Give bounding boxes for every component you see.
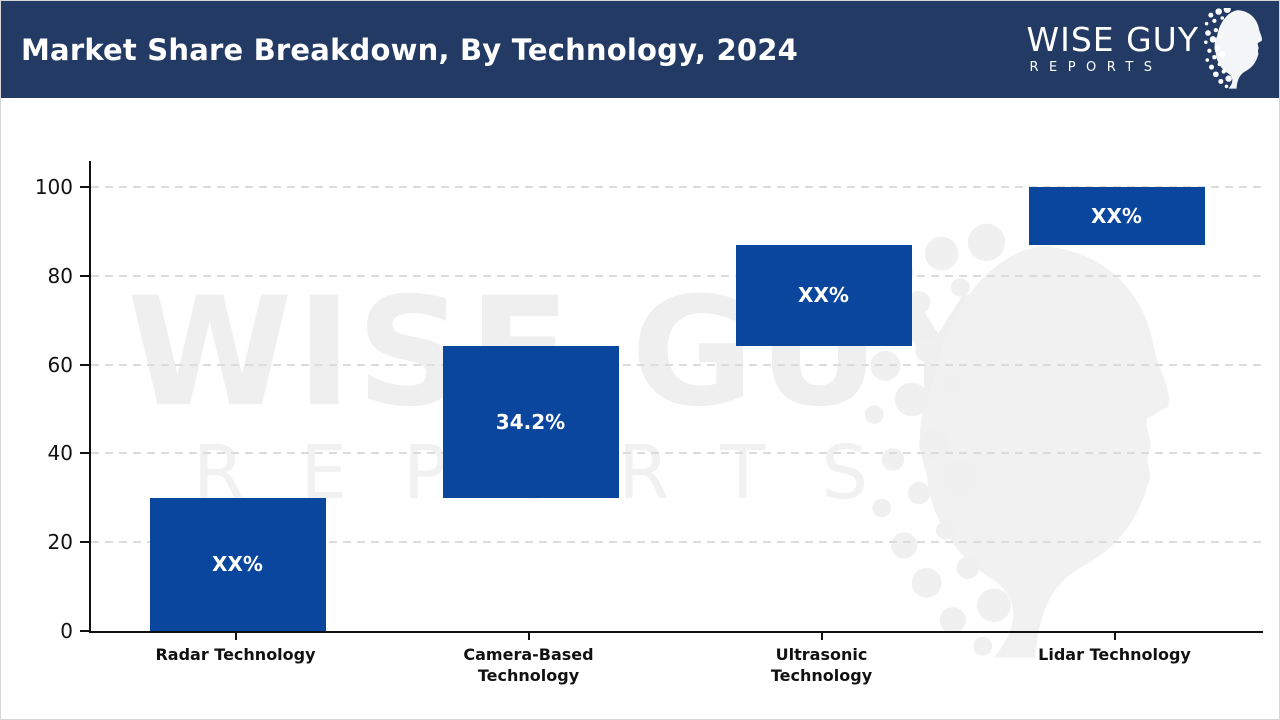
brand-logo: WISE GUY REPORTS <box>1026 8 1265 90</box>
y-tick-mark <box>80 363 89 366</box>
x-category-label: Camera-Based Technology <box>463 645 594 685</box>
y-tick-label: 20 <box>47 530 73 555</box>
bar-value-label: XX% <box>212 552 263 577</box>
y-tick-label: 40 <box>47 441 73 466</box>
gridline <box>91 541 1263 544</box>
y-tick-mark <box>80 186 89 188</box>
x-tick-mark <box>1113 633 1116 640</box>
page-title: Market Share Breakdown, By Technology, 2… <box>21 32 799 67</box>
bar-value-label: XX% <box>1091 203 1142 228</box>
x-tick-mark <box>820 633 823 640</box>
y-tick-mark <box>80 452 89 455</box>
bar-value-label: XX% <box>798 283 849 308</box>
gridline <box>91 452 1263 455</box>
x-category-label: Lidar Technology <box>1038 645 1191 664</box>
brand-wordmark: WISE GUY REPORTS <box>1026 19 1199 76</box>
y-tick-label: 0 <box>60 619 73 643</box>
y-tick-label: 100 <box>34 175 73 199</box>
bar-radar-technology: XX% <box>149 497 326 631</box>
bar-camera-based-technology: 34.2% <box>442 345 619 498</box>
y-tick-mark <box>80 630 89 632</box>
y-tick-mark <box>80 541 89 544</box>
bar-ultrasonic-technology: XX% <box>735 244 912 346</box>
chart-area: WISE GUY REPORTS XX%34.2%XX%XX% 02040608… <box>1 98 1279 719</box>
brand-subtext: REPORTS <box>1029 60 1163 76</box>
y-tick-label: 60 <box>47 352 73 377</box>
gridline <box>91 186 1263 188</box>
brand-name: WISE GUY <box>1026 19 1199 59</box>
header: Market Share Breakdown, By Technology, 2… <box>1 1 1279 98</box>
plot-area: XX% 34.2% XX% XX% <box>89 161 1263 633</box>
bar-lidar-technology: XX% <box>1028 187 1205 245</box>
x-category-label: Ultrasonic Technology <box>770 645 873 685</box>
x-category-label: Radar Technology <box>155 645 316 664</box>
x-tick-mark <box>527 633 530 640</box>
y-tick-label: 80 <box>47 263 73 288</box>
brand-head-icon <box>1204 8 1263 89</box>
gridline <box>91 363 1263 366</box>
y-tick-mark <box>80 274 89 277</box>
bar-value-label: 34.2% <box>495 409 566 434</box>
x-tick-mark <box>234 633 237 640</box>
gridline <box>91 274 1263 277</box>
